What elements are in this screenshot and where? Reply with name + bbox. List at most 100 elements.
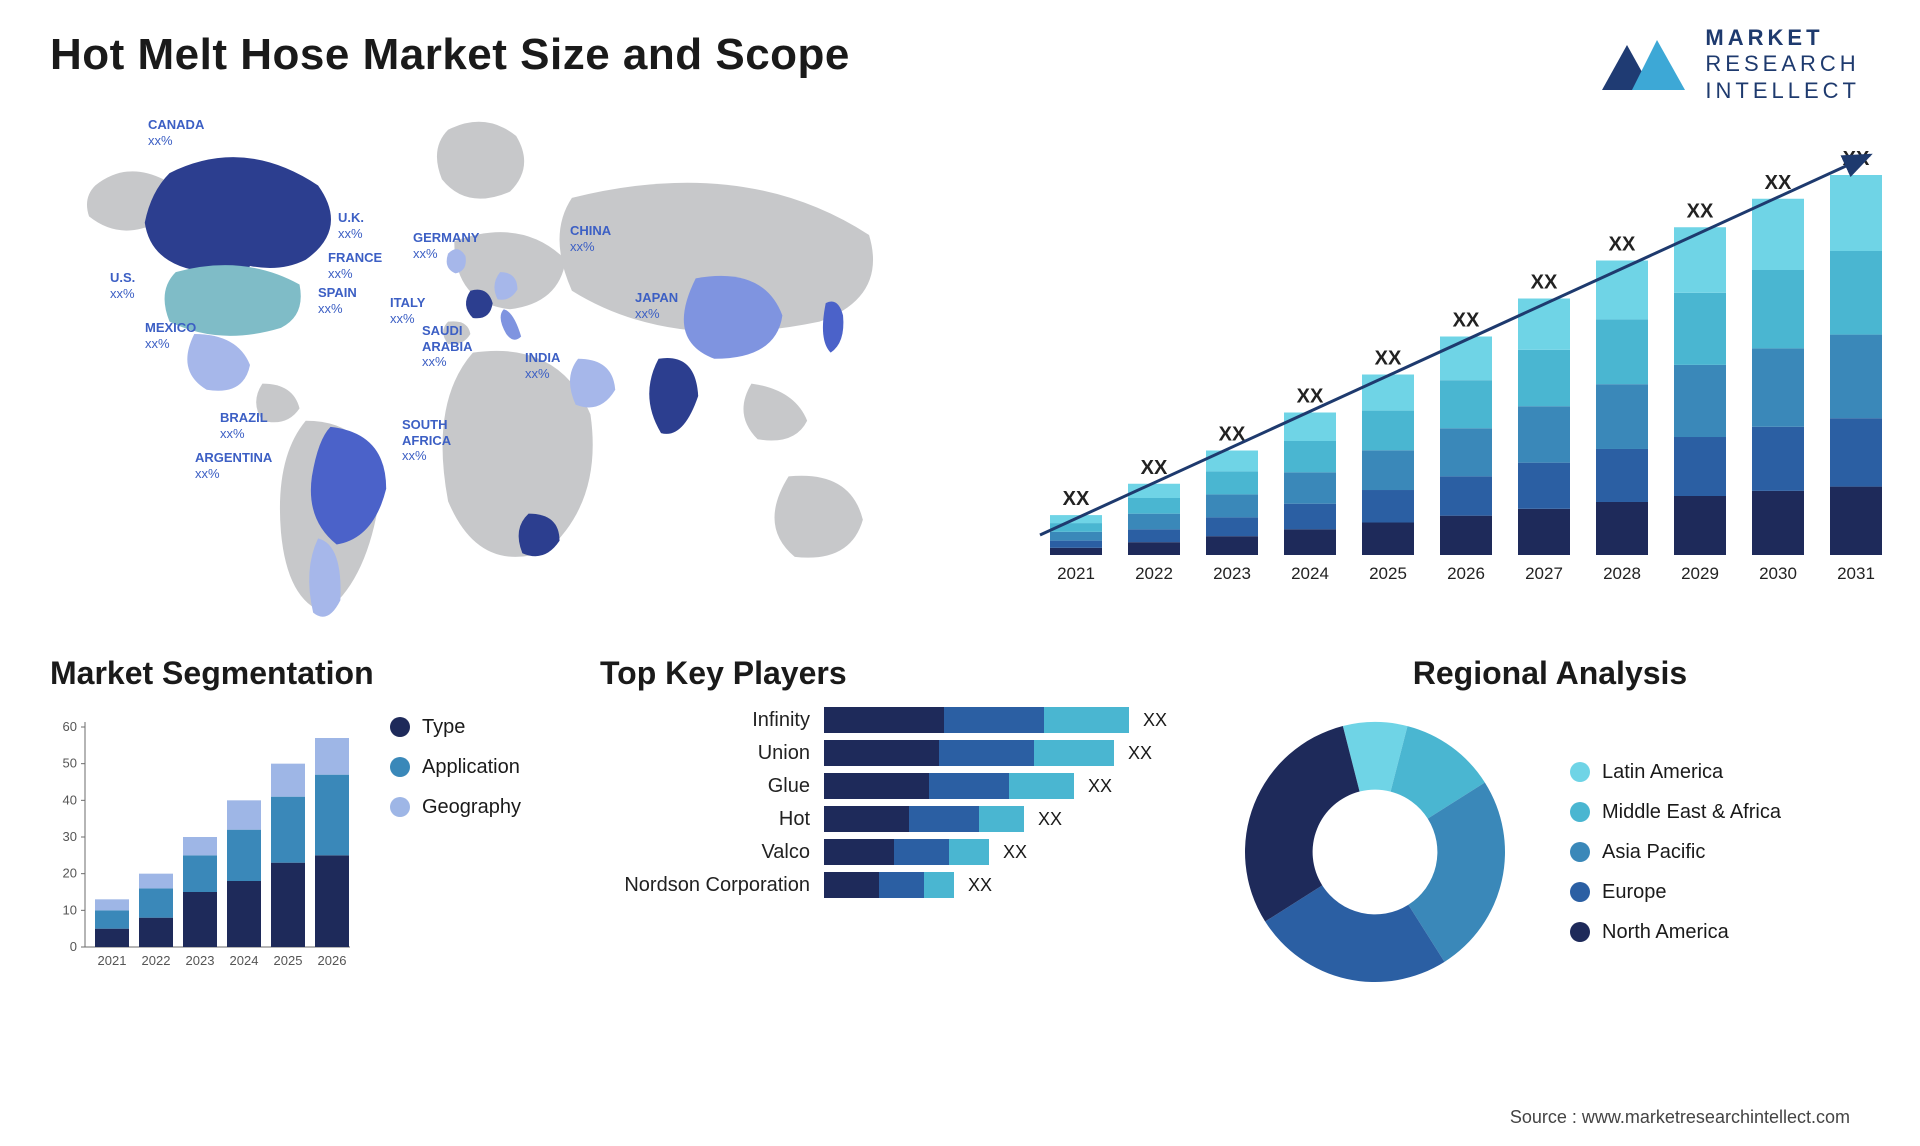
key-player-row: HotXX (600, 806, 1180, 832)
map-label-brazil: BRAZILxx% (220, 410, 268, 441)
svg-text:XX: XX (1609, 234, 1636, 256)
legend-dot (1570, 762, 1590, 782)
svg-text:XX: XX (1375, 348, 1402, 370)
legend-label: North America (1602, 912, 1729, 952)
map-label-u-s-: U.S.xx% (110, 270, 135, 301)
key-player-label: Infinity (600, 709, 824, 732)
map-label-mexico: MEXICOxx% (145, 320, 196, 351)
legend-dot (390, 757, 410, 777)
svg-text:2031: 2031 (1837, 564, 1875, 583)
regional-panel: Regional Analysis Latin AmericaMiddle Ea… (1230, 625, 1870, 997)
key-player-value: XX (1128, 743, 1152, 764)
svg-text:XX: XX (1063, 488, 1090, 510)
region-legend-item: Europe (1570, 872, 1781, 912)
legend-label: Middle East & Africa (1602, 792, 1781, 832)
key-player-row: Union XX (600, 740, 1180, 766)
key-players-chart: InfinityXXUnionXXGlueXXHotXXValcoXXNords… (600, 707, 1180, 898)
legend-dot (1570, 882, 1590, 902)
legend-label: Geography (422, 787, 521, 827)
key-player-value: XX (1038, 809, 1062, 830)
map-label-china: CHINAxx% (570, 223, 611, 254)
key-player-row: Infinity XX (600, 707, 1180, 733)
key-player-bar (824, 707, 1129, 733)
key-player-value: XX (1088, 776, 1112, 797)
svg-text:0: 0 (70, 939, 77, 954)
legend-dot (390, 717, 410, 737)
map-label-u-k-: U.K.xx% (338, 210, 364, 241)
svg-text:2021: 2021 (1057, 564, 1095, 583)
logo-text: MARKET RESEARCH INTELLECT (1705, 25, 1860, 104)
key-player-value: XX (1143, 710, 1167, 731)
svg-text:10: 10 (63, 902, 77, 917)
key-player-label: Union (600, 742, 824, 765)
map-label-france: FRANCExx% (328, 250, 382, 281)
svg-text:2024: 2024 (230, 953, 259, 968)
svg-text:2022: 2022 (1135, 564, 1173, 583)
svg-text:2029: 2029 (1681, 564, 1719, 583)
region-legend-item: Middle East & Africa (1570, 792, 1781, 832)
key-player-bar (824, 773, 1074, 799)
svg-text:2025: 2025 (274, 953, 303, 968)
map-label-india: INDIAxx% (525, 350, 560, 381)
key-player-bar (824, 806, 1024, 832)
svg-text:2025: 2025 (1369, 564, 1407, 583)
key-player-row: Glue XX (600, 773, 1180, 799)
map-label-japan: JAPANxx% (635, 290, 678, 321)
key-player-row: Nordson CorporationXX (600, 872, 1180, 898)
segmentation-legend-item: Geography (390, 787, 521, 827)
key-player-label: Nordson Corporation (600, 874, 824, 897)
key-player-bar (824, 839, 989, 865)
regional-title: Regional Analysis (1230, 655, 1870, 692)
map-label-south-africa: SOUTHAFRICAxx% (402, 417, 451, 464)
legend-label: Europe (1602, 872, 1667, 912)
key-players-panel: Top Key Players InfinityXXUnionXXGlueXXH… (600, 625, 1180, 997)
map-label-saudi-arabia: SAUDIARABIAxx% (422, 323, 473, 370)
svg-text:2022: 2022 (142, 953, 171, 968)
svg-text:2023: 2023 (1213, 564, 1251, 583)
svg-text:2026: 2026 (318, 953, 347, 968)
svg-text:2027: 2027 (1525, 564, 1563, 583)
svg-text:2023: 2023 (186, 953, 215, 968)
key-player-label: Glue (600, 775, 824, 798)
legend-dot (1570, 922, 1590, 942)
svg-text:20: 20 (63, 866, 77, 881)
segmentation-legend-item: Type (390, 707, 521, 747)
segmentation-chart: 0 10 20 30 40 50 60 2021 2022 2023 2024 2025 2026 (50, 707, 360, 977)
key-player-bar (824, 872, 954, 898)
legend-dot (390, 797, 410, 817)
logo-icon (1597, 30, 1687, 100)
legend-dot (1570, 842, 1590, 862)
world-map-panel: CANADAxx% U.S.xx% MEXICOxx% BRAZILxx% ARGENT… (50, 105, 970, 625)
svg-text:XX: XX (1531, 272, 1558, 294)
legend-label: Application (422, 747, 520, 787)
segmentation-legend-item: Application (390, 747, 521, 787)
key-player-bar (824, 740, 1114, 766)
market-growth-chart: XX2021XX2022XX2023XX2024XX2025XX2026XX20… (1030, 115, 1890, 595)
region-legend-item: Asia Pacific (1570, 832, 1781, 872)
svg-text:XX: XX (1687, 200, 1714, 222)
key-player-value: XX (1003, 842, 1027, 863)
svg-text:2024: 2024 (1291, 564, 1329, 583)
segmentation-title: Market Segmentation (50, 655, 550, 692)
brand-logo: MARKET RESEARCH INTELLECT (1597, 25, 1860, 104)
svg-text:30: 30 (63, 829, 77, 844)
svg-text:40: 40 (63, 792, 77, 807)
map-label-argentina: ARGENTINAxx% (195, 450, 272, 481)
world-map (50, 105, 970, 625)
legend-label: Type (422, 707, 465, 747)
map-label-spain: SPAINxx% (318, 285, 357, 316)
svg-text:60: 60 (63, 719, 77, 734)
svg-text:XX: XX (1141, 457, 1168, 479)
svg-text:XX: XX (1453, 310, 1480, 332)
key-players-title: Top Key Players (600, 655, 1180, 692)
segmentation-panel: Market Segmentation 0 10 20 30 40 50 60 2021 202… (50, 625, 550, 997)
svg-text:50: 50 (63, 756, 77, 771)
map-label-germany: GERMANYxx% (413, 230, 479, 261)
svg-text:XX: XX (1765, 172, 1792, 194)
svg-text:2028: 2028 (1603, 564, 1641, 583)
source-credit: Source : www.marketresearchintellect.com (1510, 1107, 1850, 1128)
svg-text:2021: 2021 (98, 953, 127, 968)
map-label-canada: CANADAxx% (148, 117, 204, 148)
region-legend-item: Latin America (1570, 752, 1781, 792)
region-legend-item: North America (1570, 912, 1781, 952)
